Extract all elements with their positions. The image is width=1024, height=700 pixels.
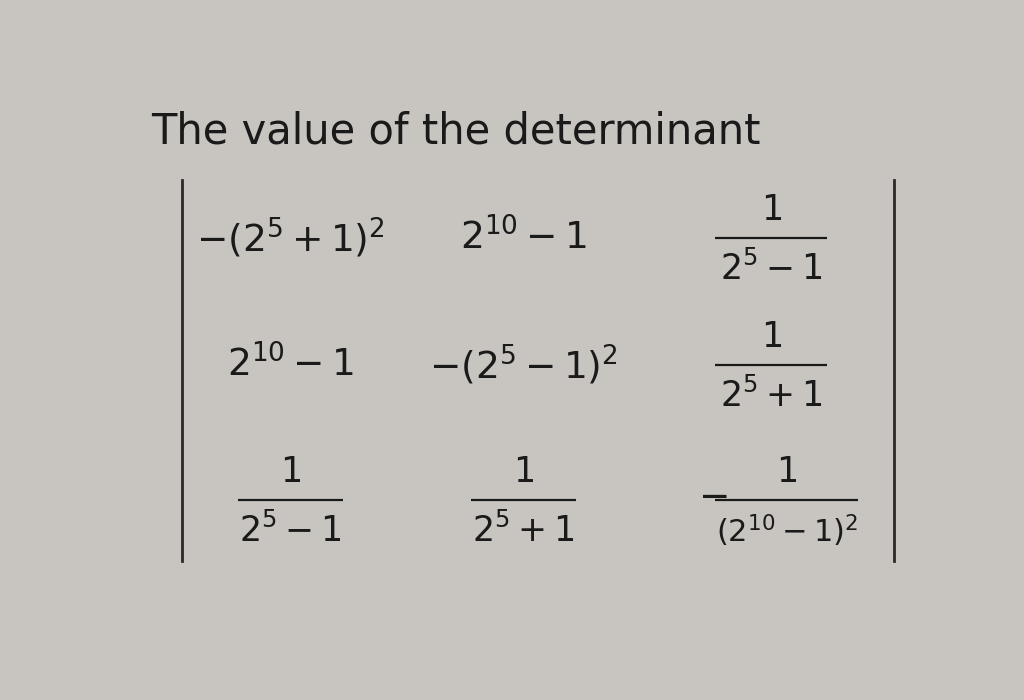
Text: $2^5-1$: $2^5-1$ [720, 251, 822, 287]
Text: $-(2^5+1)^2$: $-(2^5+1)^2$ [197, 216, 385, 260]
Text: $1$: $1$ [513, 455, 534, 489]
Text: $2^5+1$: $2^5+1$ [472, 512, 574, 549]
Text: $2^5+1$: $2^5+1$ [720, 378, 822, 414]
Text: $-(2^5-1)^2$: $-(2^5-1)^2$ [429, 343, 617, 387]
Text: $1$: $1$ [281, 455, 301, 489]
Text: $2^{10}-1$: $2^{10}-1$ [460, 218, 587, 258]
Text: $(2^{10}-1)^2$: $(2^{10}-1)^2$ [716, 512, 858, 549]
Text: $1$: $1$ [761, 321, 781, 354]
Text: The value of the determinant: The value of the determinant [152, 111, 761, 153]
Text: $1$: $1$ [776, 455, 798, 489]
Text: $-$: $-$ [698, 478, 728, 514]
Text: $1$: $1$ [761, 193, 781, 228]
Text: $2^{10}-1$: $2^{10}-1$ [227, 346, 354, 384]
Text: $2^5-1$: $2^5-1$ [240, 512, 342, 549]
